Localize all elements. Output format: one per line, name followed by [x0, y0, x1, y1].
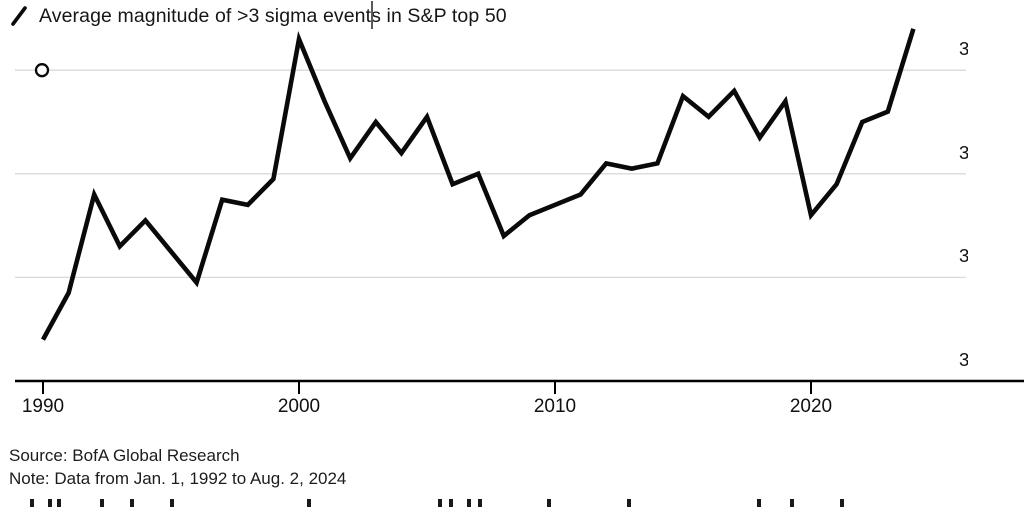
y-axis-tick-label-text: 3.8 [959, 38, 968, 60]
y-axis-tick-label-text: 3.2 [959, 349, 968, 370]
clipped-letter-fragment [840, 499, 844, 507]
clipped-letter-fragment [438, 499, 442, 507]
clipped-letter-fragment [307, 499, 311, 507]
y-axis-tick-label-text: 3.6 [959, 141, 968, 163]
x-axis-tick-label: 2010 [533, 396, 577, 417]
clipped-letter-fragment [48, 499, 52, 507]
note-line: Note: Data from Jan. 1, 1992 to Aug. 2, … [9, 469, 347, 488]
x-axis-tick-label: 2000 [277, 396, 321, 417]
y-axis-tick-label-clipped: 3.2 [959, 349, 968, 371]
y-axis-tick-label-text: 3.4 [959, 245, 968, 267]
clipped-letter-fragment [170, 499, 174, 507]
chart-legend: Average magnitude of >3 sigma events in … [10, 2, 507, 30]
clipped-letter-fragment [790, 499, 794, 507]
clipped-letter-fragment [57, 499, 61, 507]
legend-line-icon [11, 6, 27, 26]
x-axis-tick-label: 2020 [789, 396, 833, 417]
source-line: Source: BofA Global Research [9, 446, 240, 465]
y-axis-tick-label-clipped: 3.4 [959, 245, 968, 267]
clipped-letter-fragment [100, 499, 104, 507]
y-axis-tick-label-clipped: 3.6 [959, 142, 968, 164]
clipped-letter-fragment [627, 499, 631, 507]
open-circle-marker [34, 63, 50, 78]
clipped-letter-fragment [130, 499, 134, 507]
clipped-letter-fragment [449, 499, 453, 507]
text-cursor [371, 1, 373, 29]
legend-label: Average magnitude of >3 sigma events in … [39, 4, 507, 27]
clipped-letter-fragment [478, 499, 482, 507]
clipped-letter-fragment [547, 499, 551, 507]
x-axis-tick-label: 1990 [21, 396, 65, 417]
clipped-letter-fragment [757, 499, 761, 507]
data-series-line [40, 28, 916, 341]
clipped-letter-fragment [467, 499, 471, 507]
clipped-letter-fragment [30, 499, 34, 507]
y-axis-tick-label-clipped: 3.8 [959, 38, 968, 60]
